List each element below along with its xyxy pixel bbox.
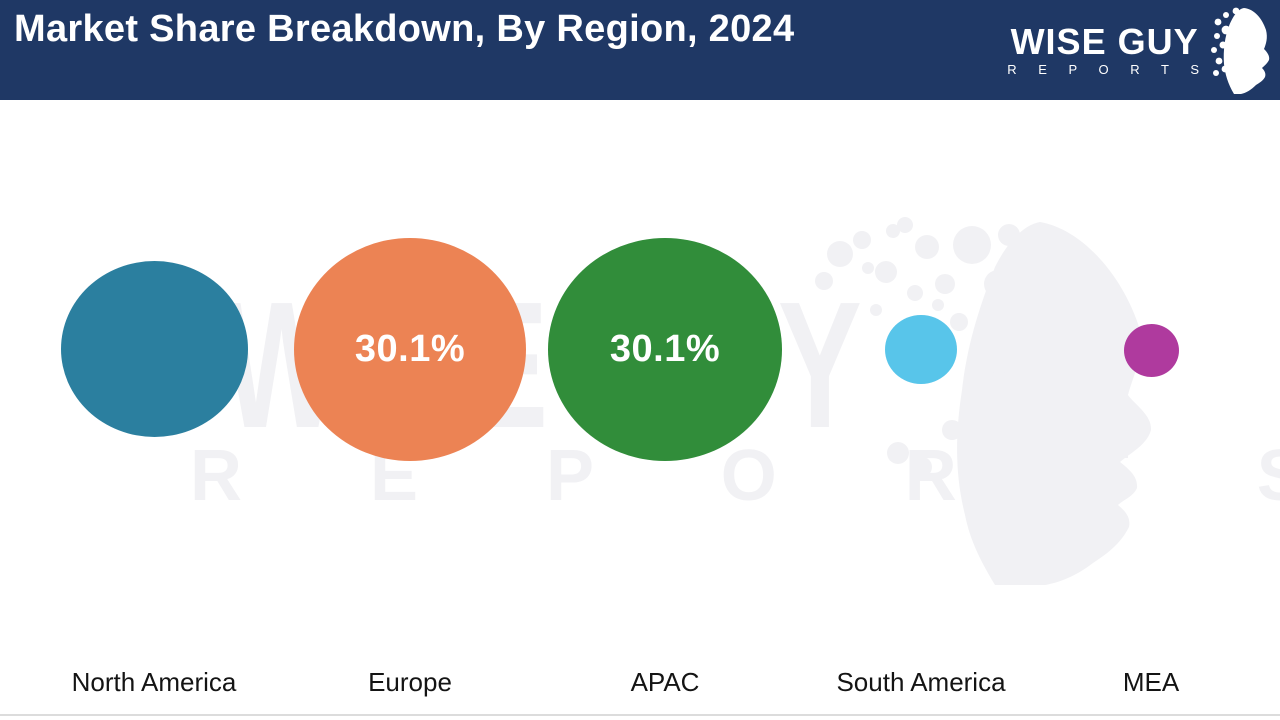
category-label-mea: MEA [1122, 667, 1180, 697]
bubble-europe: 30.1% [294, 237, 526, 461]
bubble-apac: 30.1% [548, 237, 782, 461]
page-title: Market Share Breakdown, By Region, 2024 [14, 8, 795, 50]
brand-head-icon [1211, 7, 1270, 94]
bubble-value-label: 30.1% [354, 327, 466, 370]
brand-logo-name: WISE GUY [1010, 20, 1199, 62]
bubble-mea [1123, 323, 1179, 377]
brand-logo-text: WISE GUY R E P O R T S [1001, 20, 1208, 78]
bottom-rule [0, 714, 1280, 716]
bubble-south-america [885, 314, 957, 384]
bubble-value-label: 30.1% [609, 327, 721, 370]
category-label-north-america: North America [71, 667, 237, 697]
category-label-south-america: South America [836, 667, 1006, 697]
header-banner: Market Share Breakdown, By Region, 2024 … [0, 0, 1280, 100]
brand-logo-subname: R E P O R T S [1007, 62, 1208, 78]
brand-logo: WISE GUY R E P O R T S [1001, 4, 1274, 96]
category-label-europe: Europe [368, 667, 452, 697]
watermark-head-icon [815, 217, 1152, 585]
category-label-apac: APAC [630, 667, 700, 697]
bubble-north-america [60, 261, 248, 437]
